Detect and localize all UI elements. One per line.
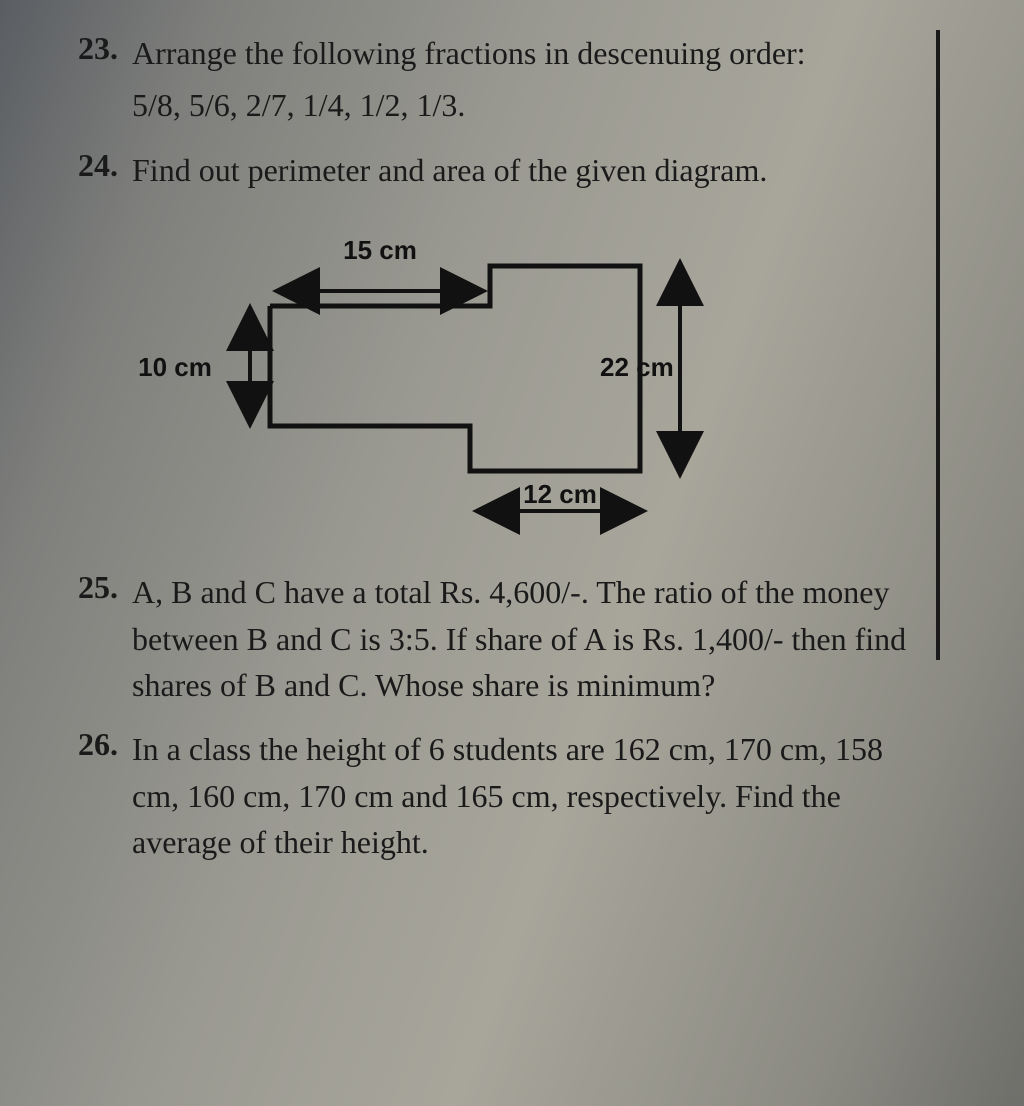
question-26: 26. In a class the height of 6 students … [60, 726, 940, 865]
q24-diagram: 15 cm 10 cm 22 cm 12 cm [120, 211, 770, 551]
q24-text: Find out perimeter and area of the given… [132, 152, 767, 188]
shape-outline [270, 266, 640, 471]
question-number: 25. [60, 569, 132, 606]
dim-label-bottom: 12 cm [523, 479, 597, 509]
diagram-svg: 15 cm 10 cm 22 cm 12 cm [120, 211, 770, 551]
dim-label-right: 22 cm [600, 352, 674, 382]
question-body: A, B and C have a total Rs. 4,600/-. The… [132, 569, 932, 708]
question-body: Find out perimeter and area of the given… [132, 147, 932, 193]
question-number: 26. [60, 726, 132, 763]
q23-data-line: 5/8, 5/6, 2/7, 1/4, 1/2, 1/3. [132, 82, 932, 128]
question-25: 25. A, B and C have a total Rs. 4,600/-.… [60, 569, 940, 708]
question-number: 23. [60, 30, 132, 67]
q23-text: Arrange the following fractions in desce… [132, 35, 806, 71]
dim-label-top: 15 cm [343, 235, 417, 265]
question-23: 23. Arrange the following fractions in d… [60, 30, 940, 129]
right-margin-rule [936, 30, 940, 660]
dim-label-left: 10 cm [138, 352, 212, 382]
question-body: Arrange the following fractions in desce… [132, 30, 932, 129]
question-24: 24. Find out perimeter and area of the g… [60, 147, 940, 193]
question-number: 24. [60, 147, 132, 184]
question-body: In a class the height of 6 students are … [132, 726, 932, 865]
